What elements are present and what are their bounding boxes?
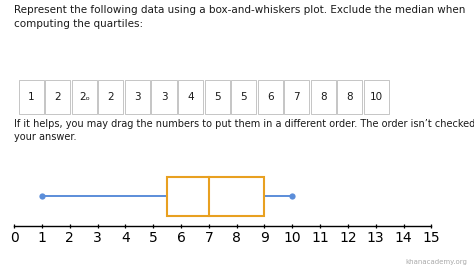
Bar: [167, 177, 264, 216]
Text: 5: 5: [240, 92, 247, 102]
Bar: [19, 80, 44, 114]
Text: khanacademy.org: khanacademy.org: [405, 259, 467, 265]
Text: 6: 6: [267, 92, 273, 102]
Text: 1: 1: [28, 92, 35, 102]
Bar: [178, 80, 203, 114]
Bar: [311, 80, 336, 114]
Text: 3: 3: [161, 92, 167, 102]
Bar: [364, 80, 389, 114]
Text: 8: 8: [346, 92, 353, 102]
Bar: [258, 80, 283, 114]
Text: 5: 5: [214, 92, 220, 102]
Text: 3: 3: [134, 92, 141, 102]
Text: 10: 10: [370, 92, 383, 102]
Bar: [231, 80, 256, 114]
Bar: [152, 80, 176, 114]
Bar: [46, 80, 70, 114]
Text: If it helps, you may drag the numbers to put them in a different order. The orde: If it helps, you may drag the numbers to…: [14, 119, 474, 143]
Bar: [125, 80, 150, 114]
Text: 2ₒ: 2ₒ: [79, 92, 90, 102]
Text: 4: 4: [187, 92, 194, 102]
Text: 2: 2: [108, 92, 114, 102]
Text: 2: 2: [55, 92, 61, 102]
Bar: [205, 80, 229, 114]
Text: 8: 8: [320, 92, 327, 102]
Bar: [99, 80, 123, 114]
Text: 7: 7: [293, 92, 300, 102]
Bar: [72, 80, 97, 114]
Bar: [284, 80, 309, 114]
Text: Represent the following data using a box-and-whiskers plot. Exclude the median w: Represent the following data using a box…: [14, 5, 465, 29]
Bar: [337, 80, 362, 114]
